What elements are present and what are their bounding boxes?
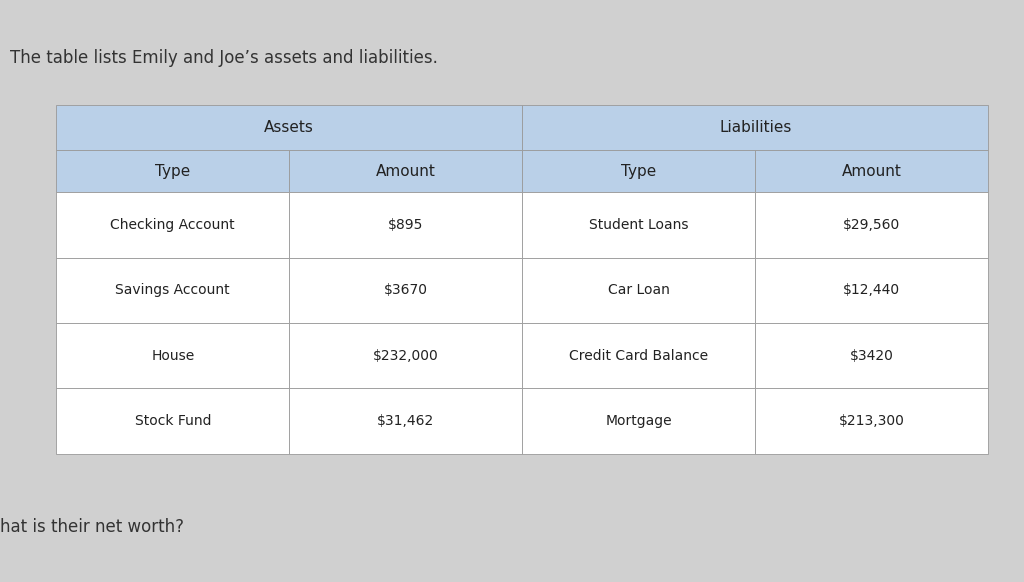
Text: $895: $895	[388, 218, 424, 232]
Text: The table lists Emily and Joe’s assets and liabilities.: The table lists Emily and Joe’s assets a…	[10, 49, 438, 68]
Text: Student Loans: Student Loans	[589, 218, 688, 232]
Text: $12,440: $12,440	[843, 283, 900, 297]
Text: $213,300: $213,300	[839, 414, 904, 428]
Text: Liabilities: Liabilities	[719, 120, 792, 135]
Text: Type: Type	[622, 164, 656, 179]
Text: $232,000: $232,000	[373, 349, 438, 363]
Text: Mortgage: Mortgage	[605, 414, 672, 428]
Text: Credit Card Balance: Credit Card Balance	[569, 349, 709, 363]
Text: Type: Type	[156, 164, 190, 179]
Text: Amount: Amount	[842, 164, 901, 179]
Text: $31,462: $31,462	[377, 414, 434, 428]
Text: Amount: Amount	[376, 164, 435, 179]
Text: Savings Account: Savings Account	[116, 283, 230, 297]
Text: $3420: $3420	[850, 349, 894, 363]
Text: Car Loan: Car Loan	[608, 283, 670, 297]
Text: hat is their net worth?: hat is their net worth?	[0, 518, 184, 536]
Text: Stock Fund: Stock Fund	[134, 414, 211, 428]
Text: House: House	[152, 349, 195, 363]
Text: $29,560: $29,560	[843, 218, 900, 232]
Text: $3670: $3670	[384, 283, 428, 297]
Text: Assets: Assets	[264, 120, 314, 135]
Text: Checking Account: Checking Account	[111, 218, 236, 232]
